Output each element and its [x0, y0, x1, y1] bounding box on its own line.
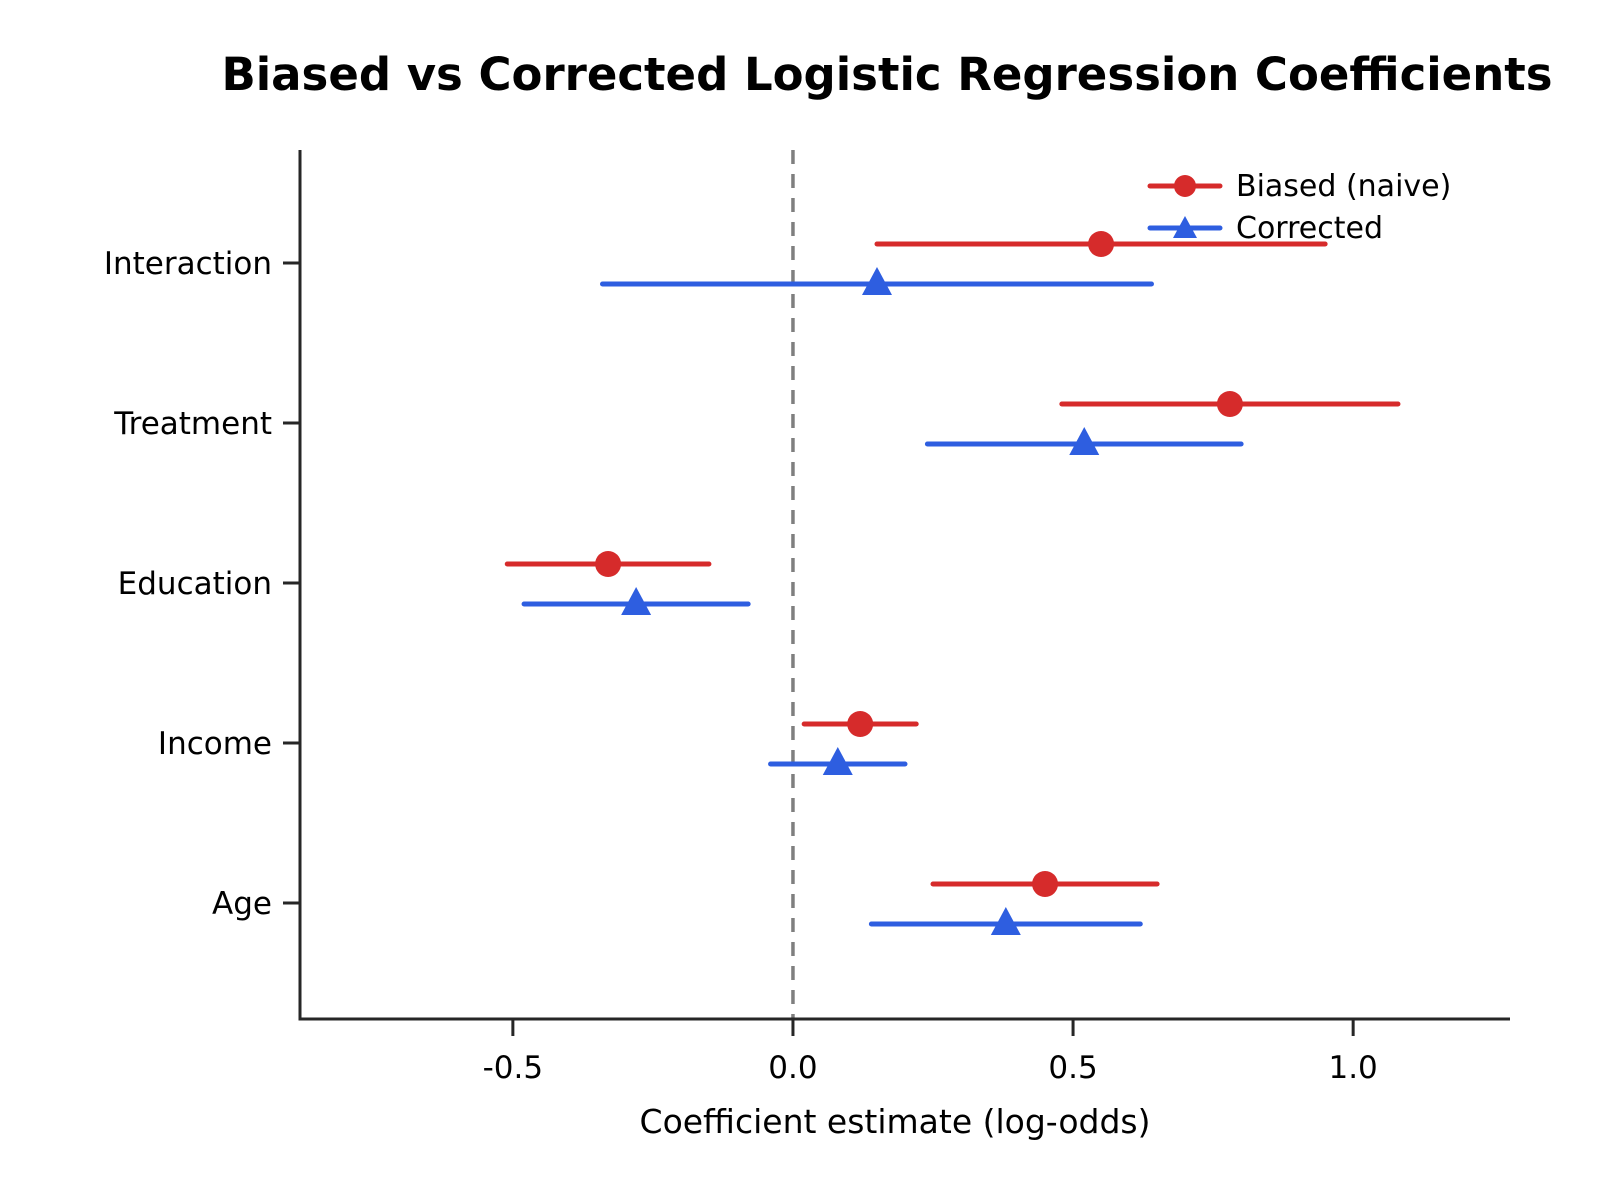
legend-label-biased: Biased (naive): [1236, 168, 1452, 204]
biased-point-treatment: [1216, 391, 1243, 417]
corrected-point-interaction: [861, 267, 892, 295]
x-axis-label: Coefficient estimate (log-odds): [639, 1102, 1151, 1141]
legend-label-corrected: Corrected: [1236, 210, 1383, 246]
corrected-point-treatment: [1069, 427, 1100, 455]
legend-entry-biased: Biased (naive): [1146, 166, 1451, 206]
biased-point-education: [595, 551, 622, 577]
x-tick-label--0.5: -0.5: [483, 1050, 544, 1086]
biased-point-income: [847, 711, 874, 737]
biased-legend-marker-icon: [1147, 175, 1223, 197]
y-tick-label-treatment: Treatment: [113, 406, 272, 442]
biased-point-age: [1032, 871, 1059, 897]
corrected-point-age: [990, 907, 1021, 935]
corrected-point-income: [822, 747, 853, 775]
y-tick-label-interaction: Interaction: [104, 246, 272, 282]
y-tick-label-income: Income: [158, 726, 272, 762]
y-tick-label-education: Education: [118, 566, 272, 602]
chart-title: Biased vs Corrected Logistic Regression …: [221, 48, 1553, 101]
legend-entry-corrected: Corrected: [1146, 208, 1451, 248]
y-tick-label-age: Age: [212, 886, 272, 922]
x-tick-label-0.5: 0.5: [1048, 1050, 1097, 1086]
biased-point-interaction: [1088, 231, 1115, 257]
legend: Biased (naive) Corrected: [1146, 166, 1451, 248]
x-tick-label-0.0: 0.0: [768, 1050, 817, 1086]
corrected-point-education: [621, 587, 652, 615]
corrected-legend-marker-icon: [1147, 216, 1223, 238]
x-tick-label-1.0: 1.0: [1328, 1050, 1377, 1086]
